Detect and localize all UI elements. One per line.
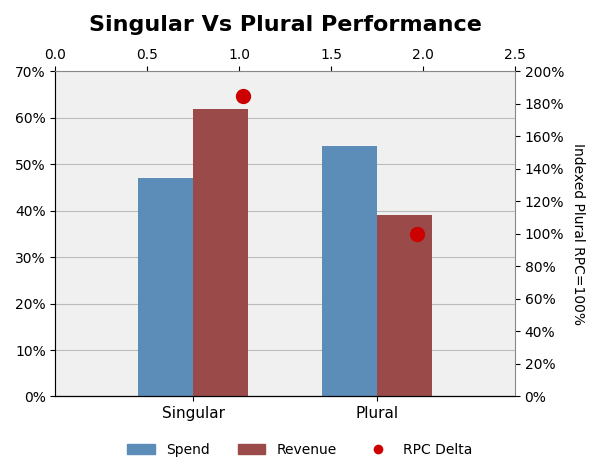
Point [238,92,248,99]
Point [413,230,422,238]
Bar [193,108,248,396]
Bar [377,215,432,396]
Title: Singular Vs Plural Performance: Singular Vs Plural Performance [89,15,482,35]
Bar [322,146,377,396]
Legend: Spend, Revenue, RPC Delta: Spend, Revenue, RPC Delta [122,437,478,462]
Y-axis label: Indexed Plural RPC=100%: Indexed Plural RPC=100% [571,143,585,325]
Bar [138,178,193,396]
